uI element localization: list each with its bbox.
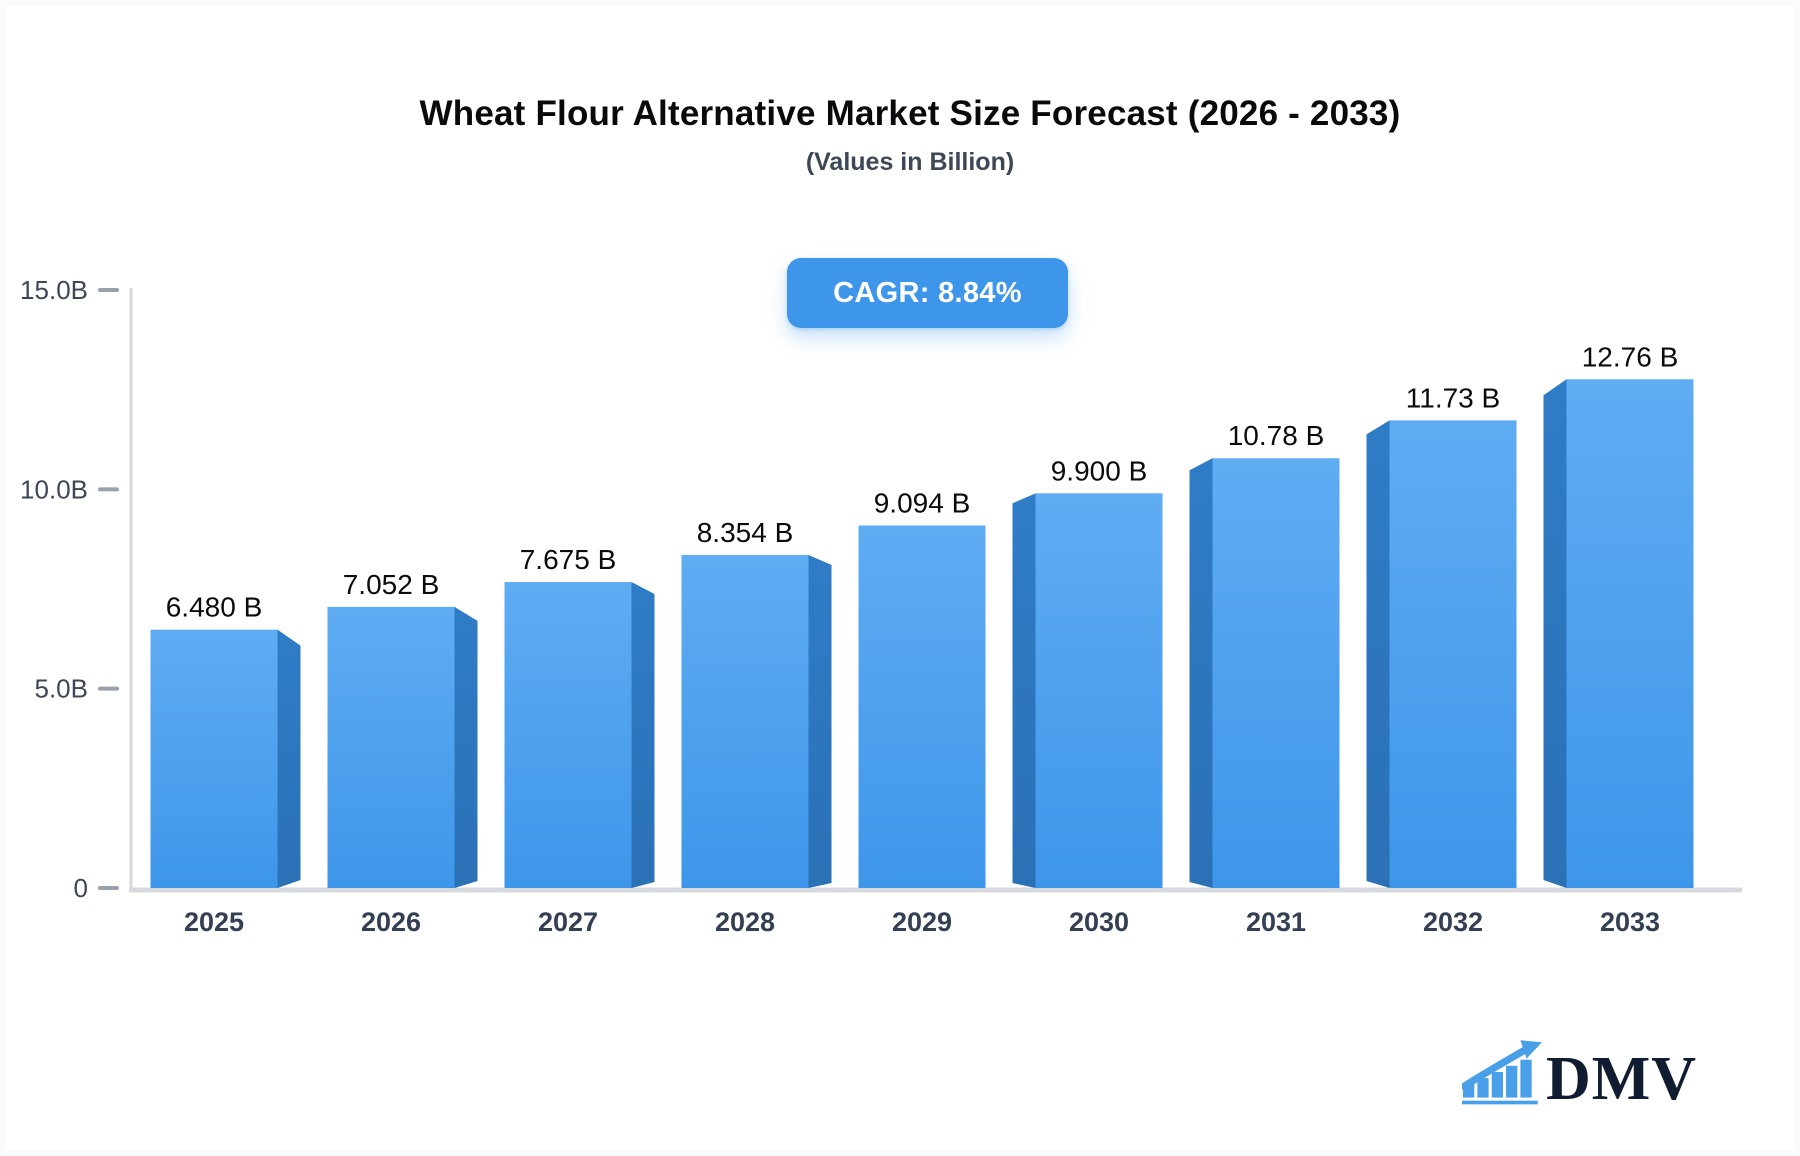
bar-2025 — [150, 629, 278, 888]
bar-2033 — [1566, 379, 1694, 888]
brand-logo-text: DMV — [1546, 1044, 1698, 1113]
bar-value-label: 9.094 B — [874, 487, 971, 518]
bar-value-label: 11.73 B — [1406, 382, 1500, 413]
chart-axes — [98, 288, 1742, 893]
bar-side-2025 — [277, 629, 301, 888]
bar-value-label: 7.675 B — [520, 544, 617, 575]
x-tick-label: 2030 — [1069, 907, 1129, 937]
bar-side-2027 — [631, 582, 655, 888]
x-tick-label: 2026 — [361, 907, 421, 937]
y-tick-label: 0 — [74, 873, 88, 903]
page-title: Wheat Flour Alternative Market Size Fore… — [419, 94, 1401, 133]
x-tick-label: 2027 — [538, 907, 598, 937]
x-tick-label: 2031 — [1246, 907, 1306, 937]
bar-2030 — [1035, 493, 1163, 888]
bar-side-2033 — [1543, 379, 1567, 888]
x-tick-label: 2032 — [1423, 907, 1483, 937]
bar-value-label: 9.900 B — [1051, 455, 1148, 486]
bar-side-2026 — [454, 606, 478, 888]
bar-2028 — [681, 554, 809, 888]
growth-bars-arrow-icon — [1462, 1040, 1542, 1105]
x-tick-label: 2029 — [892, 907, 952, 937]
bar-2031 — [1212, 458, 1340, 888]
chart-labels: 0 5.0B 10.0B 15.0B 6.480 B 2025 7.052 B 2026 7.6… — [20, 275, 1678, 937]
page-subtitle: (Values in Billion) — [805, 148, 1015, 176]
bar-2029 — [858, 525, 986, 888]
bar-value-label: 7.052 B — [343, 569, 440, 600]
bar-side-2031 — [1189, 458, 1213, 888]
bar-value-label: 8.354 B — [697, 517, 794, 548]
chart-bars — [150, 379, 1694, 888]
bar-side-2028 — [808, 554, 832, 888]
bar-2032 — [1389, 420, 1517, 888]
bar-value-label: 12.76 B — [1582, 341, 1679, 372]
y-tick-label: 15.0B — [20, 275, 88, 305]
bar-value-label: 6.480 B — [166, 592, 263, 623]
cagr-badge: CAGR: 8.84% — [787, 258, 1068, 328]
bar-side-2030 — [1012, 493, 1036, 888]
x-tick-label: 2028 — [715, 907, 775, 937]
brand-logo: DMV — [1462, 1036, 1698, 1113]
x-tick-label: 2025 — [184, 907, 244, 937]
bar-value-label: 10.78 B — [1228, 420, 1325, 451]
bar-2026 — [327, 606, 455, 888]
bar-2027 — [504, 582, 632, 888]
y-tick-label: 10.0B — [20, 474, 88, 504]
y-tick-label: 5.0B — [35, 674, 89, 704]
x-tick-label: 2033 — [1600, 907, 1660, 937]
cagr-badge-label: CAGR: 8.84% — [833, 276, 1022, 309]
bar-side-2032 — [1366, 420, 1390, 888]
